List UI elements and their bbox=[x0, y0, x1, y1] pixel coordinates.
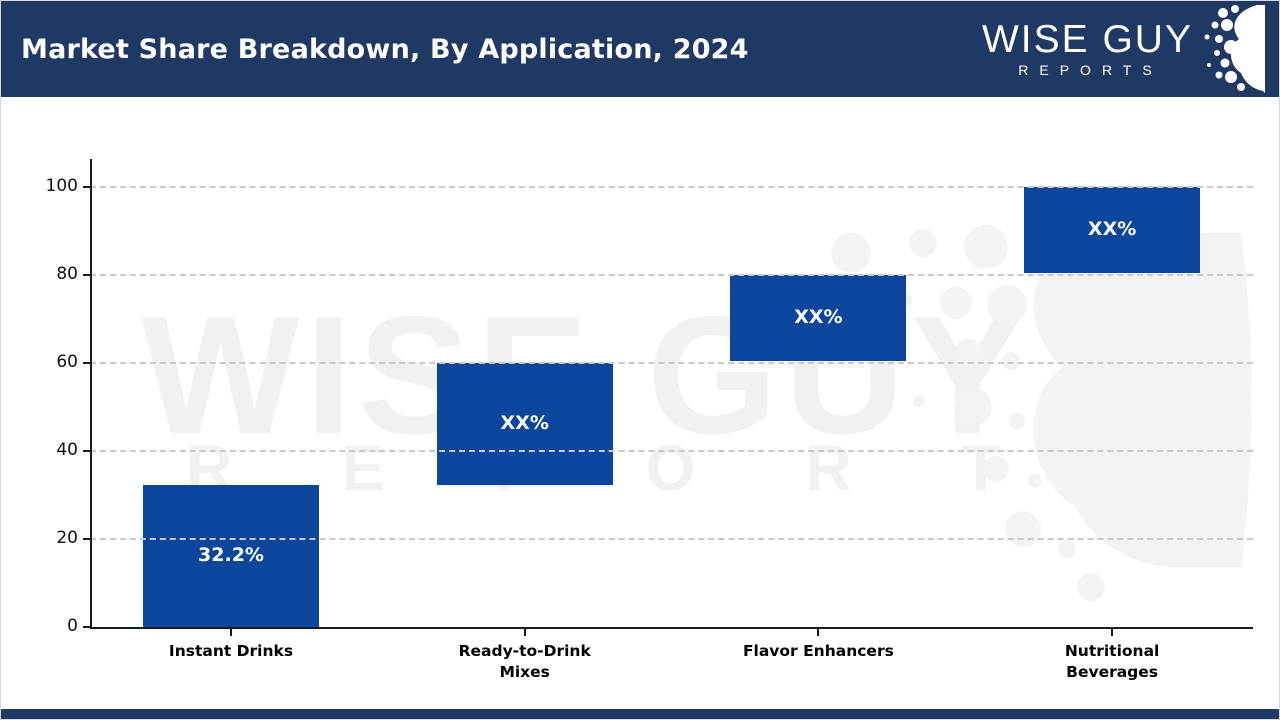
bar-value-label-instant-drinks: 32.2% bbox=[198, 544, 264, 567]
y-tick-mark-40 bbox=[83, 450, 90, 452]
y-tick-mark-0 bbox=[83, 626, 90, 628]
y-tick-label-20: 20 bbox=[56, 528, 78, 548]
y-tick-label-40: 40 bbox=[56, 440, 78, 460]
x-tick-label-nutritional-beverages: Nutritional Beverages bbox=[1064, 642, 1160, 681]
x-tick-mark-flavor-enhancers bbox=[817, 629, 820, 636]
bar-value-label-flavor-enhancers: XX% bbox=[794, 305, 843, 328]
logo-name: WISE GUY bbox=[981, 18, 1193, 61]
y-tick-mark-80 bbox=[83, 274, 90, 276]
logo-head-icon bbox=[1204, 5, 1265, 93]
x-axis-line bbox=[90, 627, 1253, 629]
y-tick-label-60: 60 bbox=[56, 352, 78, 372]
page-title: Market Share Breakdown, By Application, … bbox=[21, 33, 749, 65]
logo-subtitle: REPORTS bbox=[1018, 62, 1163, 78]
x-tick-mark-ready-to-drink-mixes bbox=[523, 629, 526, 636]
bar-instant-drinks bbox=[143, 485, 319, 627]
y-tick-mark-20 bbox=[83, 538, 90, 540]
bar-nutritional-beverages bbox=[1024, 187, 1201, 273]
y-tick-label-80: 80 bbox=[56, 264, 78, 284]
y-tick-label-0: 0 bbox=[67, 616, 78, 636]
header-bar: Market Share Breakdown, By Application, … bbox=[1, 1, 1279, 97]
wise-guy-reports-logo: WISE GUY REPORTS bbox=[982, 3, 1279, 95]
gridline-40 bbox=[90, 450, 1253, 452]
logo-text: WISE GUY REPORTS bbox=[981, 18, 1193, 79]
gridline-20 bbox=[90, 538, 1253, 540]
x-tick-label-instant-drinks: Instant Drinks bbox=[168, 642, 294, 660]
bar-ready-to-drink-mixes bbox=[436, 363, 613, 486]
y-tick-mark-60 bbox=[83, 362, 90, 364]
gridline-80 bbox=[90, 274, 1253, 276]
footer-bar bbox=[1, 709, 1279, 719]
y-tick-mark-100 bbox=[83, 186, 90, 188]
x-tick-mark-nutritional-beverages bbox=[1111, 629, 1114, 636]
gridline-60 bbox=[90, 362, 1253, 364]
x-tick-label-flavor-enhancers: Flavor Enhancers bbox=[742, 642, 894, 660]
gridline-100 bbox=[90, 186, 1253, 188]
x-tick-label-ready-to-drink-mixes: Ready-to-Drink Mixes bbox=[458, 642, 591, 681]
x-tick-mark-instant-drinks bbox=[230, 629, 232, 636]
bar-value-label-nutritional-beverages: XX% bbox=[1087, 217, 1137, 240]
y-axis-line bbox=[90, 159, 92, 629]
bar-value-label-ready-to-drink-mixes: XX% bbox=[500, 412, 549, 435]
bar-flavor-enhancers bbox=[730, 275, 907, 361]
y-tick-label-100: 100 bbox=[45, 176, 78, 196]
